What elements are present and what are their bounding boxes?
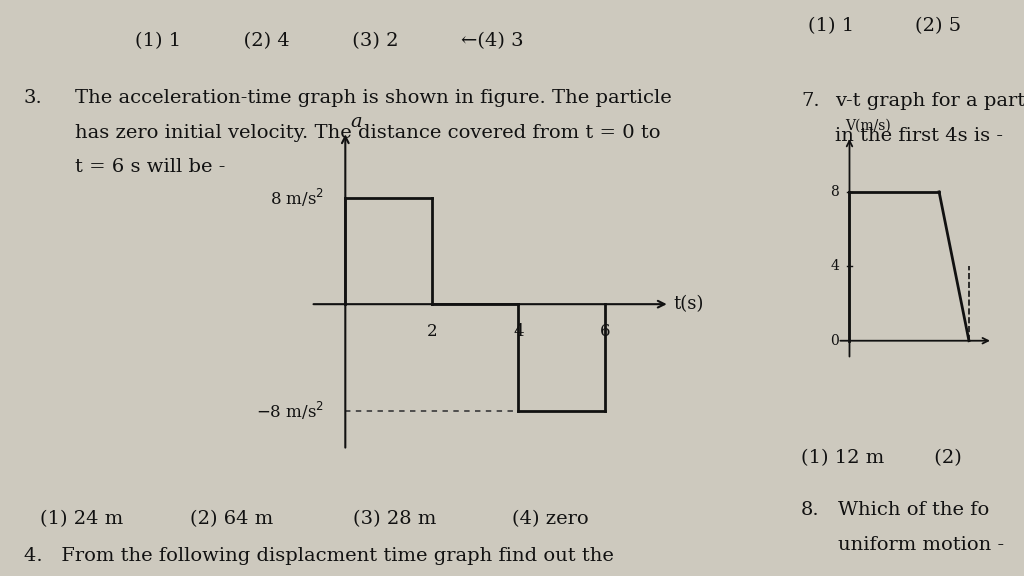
Text: 7.: 7. — [801, 92, 820, 110]
Text: (4) zero: (4) zero — [512, 510, 589, 528]
Text: 4: 4 — [513, 323, 523, 340]
Text: The acceleration-time graph is shown in figure. The particle: The acceleration-time graph is shown in … — [76, 89, 672, 107]
Text: uniform motion -: uniform motion - — [838, 536, 1004, 554]
Text: (1) 12 m        (2): (1) 12 m (2) — [801, 449, 962, 467]
Text: (2) 5: (2) 5 — [914, 17, 961, 35]
Text: 6: 6 — [599, 323, 610, 340]
Text: v-t graph for a particl: v-t graph for a particl — [836, 92, 1024, 110]
Text: (1) 24 m: (1) 24 m — [40, 510, 123, 528]
Text: 3.: 3. — [24, 89, 43, 107]
Text: (1) 1: (1) 1 — [808, 17, 854, 35]
Text: $-$8 m/s$^2$: $-$8 m/s$^2$ — [256, 400, 324, 422]
Text: 2: 2 — [426, 323, 437, 340]
Text: Which of the fo: Which of the fo — [838, 501, 989, 519]
Text: V(m/s): V(m/s) — [845, 118, 891, 132]
Text: (3) 28 m: (3) 28 m — [353, 510, 436, 528]
Text: 8 m/s$^2$: 8 m/s$^2$ — [269, 187, 324, 209]
Text: 0: 0 — [830, 334, 839, 348]
Text: 4: 4 — [830, 259, 839, 273]
Text: t(s): t(s) — [674, 295, 705, 313]
Text: a: a — [350, 113, 361, 131]
Text: has zero initial velocity. The distance covered from t = 0 to: has zero initial velocity. The distance … — [76, 124, 660, 142]
Text: in the first 4s is -: in the first 4s is - — [836, 127, 1004, 145]
Text: (1) 1          (2) 4          (3) 2          ←(4) 3: (1) 1 (2) 4 (3) 2 ←(4) 3 — [135, 32, 523, 50]
Text: 4.   From the following displacment time graph find out the: 4. From the following displacment time g… — [24, 547, 613, 565]
Text: 8: 8 — [830, 185, 839, 199]
Text: (2) 64 m: (2) 64 m — [190, 510, 273, 528]
Text: 8.: 8. — [801, 501, 820, 519]
Text: t = 6 s will be -: t = 6 s will be - — [76, 158, 225, 176]
